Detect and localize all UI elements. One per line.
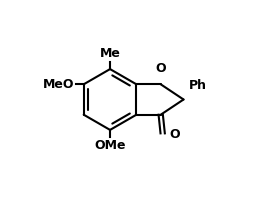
Text: O: O bbox=[170, 128, 180, 141]
Text: MeO: MeO bbox=[43, 78, 74, 91]
Text: OMe: OMe bbox=[94, 139, 126, 152]
Text: Ph: Ph bbox=[188, 79, 206, 92]
Text: Me: Me bbox=[100, 47, 120, 60]
Text: O: O bbox=[155, 62, 166, 75]
